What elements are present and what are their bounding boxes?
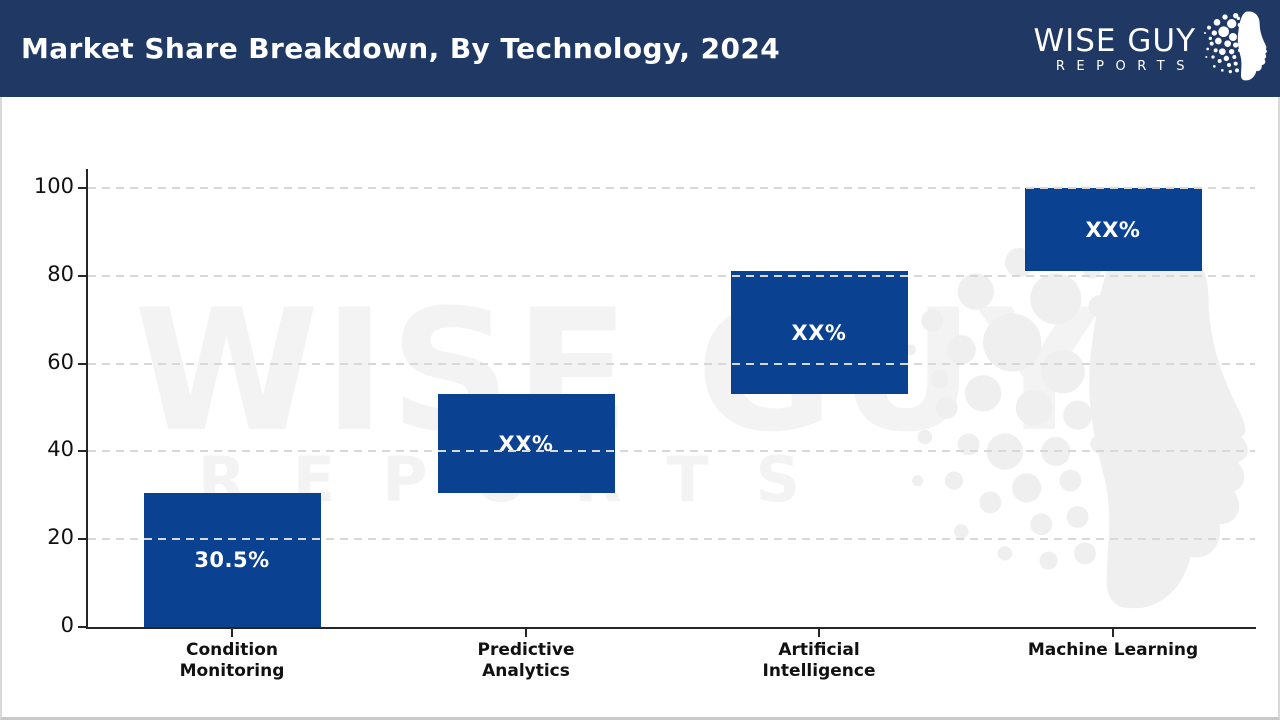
bar-value-label: XX% (791, 320, 847, 345)
y-tick-0 (78, 626, 86, 628)
y-tick-80 (78, 274, 86, 277)
y-tick-label-0: 0 (60, 613, 74, 637)
x-category-line: Monitoring (179, 661, 285, 681)
x-category-line: Artificial (778, 640, 860, 660)
y-axis-line (86, 169, 88, 629)
y-tick-label-80: 80 (47, 261, 74, 286)
x-category-line: Condition (186, 640, 278, 660)
gridline-80 (88, 274, 1255, 277)
bar-value-label: 30.5% (194, 548, 270, 573)
chart-area: WISE GUY REPORTS 30.5%ConditionMonitorin… (0, 97, 1280, 720)
y-tick-100 (78, 187, 86, 189)
x-tick-3 (1112, 629, 1114, 637)
bar-2: XX% (730, 271, 908, 395)
gridline-40 (88, 450, 1255, 453)
x-category-line: Analytics (482, 661, 570, 681)
x-category-line: Machine Learning (1027, 640, 1199, 660)
x-tick-1 (525, 629, 527, 637)
x-tick-2 (818, 629, 820, 637)
x-category-label-3: Machine Learning (973, 640, 1253, 661)
logo-wordmark: WISE GUY (1033, 22, 1196, 59)
x-category-label-2: Artificial Intelligence (679, 640, 959, 682)
watermark-head-icon (904, 232, 1248, 609)
y-tick-40 (78, 450, 86, 453)
bar-0: 30.5% (143, 493, 321, 627)
gridline-20 (88, 538, 1255, 541)
x-axis-line (86, 627, 1256, 629)
header-bar: Market Share Breakdown, By Technology, 2… (0, 0, 1280, 97)
logo-subtitle: REPORTS (1055, 58, 1196, 74)
y-tick-label-20: 20 (47, 525, 74, 550)
x-category-line: Intelligence (762, 661, 876, 681)
logo-text: WISE GUY REPORTS (1033, 24, 1196, 74)
y-tick-60 (78, 362, 86, 365)
wiseguy-logo: WISE GUY REPORTS (1033, 9, 1280, 89)
bar-value-label: XX% (1085, 217, 1141, 242)
x-tick-0 (231, 629, 233, 637)
bar-1: XX% (437, 394, 615, 494)
x-category-line: Predictive (477, 640, 575, 660)
page-title: Market Share Breakdown, By Technology, 2… (21, 32, 781, 65)
bar-3: XX% (1024, 188, 1202, 272)
x-category-label-1: Predictive Analytics (386, 640, 666, 682)
wiseguy-head-icon (1204, 10, 1267, 80)
y-tick-20 (78, 538, 86, 541)
y-tick-label-100: 100 (33, 174, 74, 198)
y-tick-label-60: 60 (47, 349, 74, 374)
gridline-60 (88, 362, 1255, 365)
gridline-100 (88, 187, 1255, 189)
x-category-label-0: Condition Monitoring (92, 640, 372, 682)
plot: 30.5% Condition Monitoring XX% Predictive Ana… (2, 97, 1278, 717)
y-tick-label-40: 40 (47, 437, 74, 462)
